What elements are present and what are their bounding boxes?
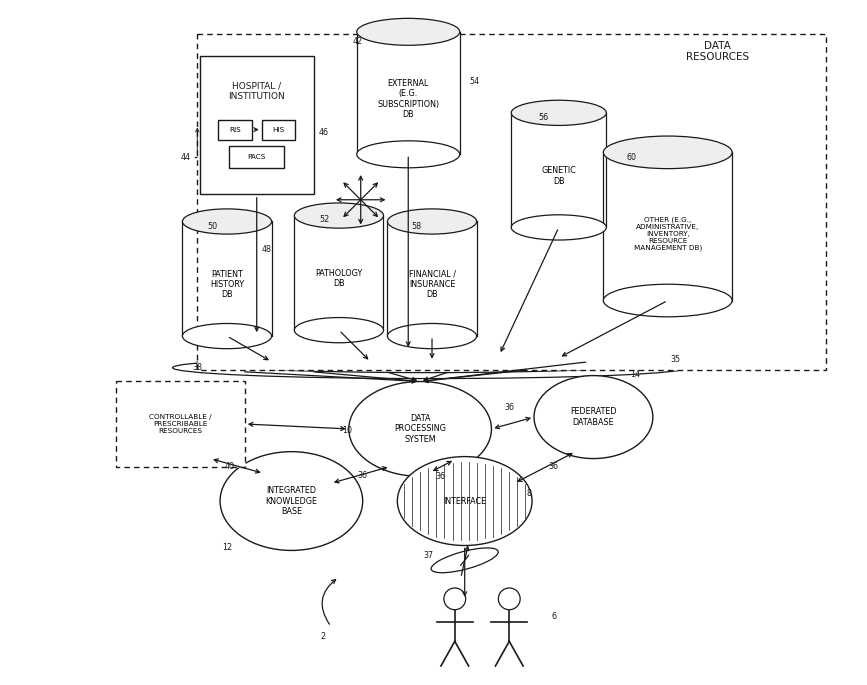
Text: FEDERATED
DATABASE: FEDERATED DATABASE — [570, 408, 616, 427]
Ellipse shape — [173, 357, 688, 379]
Ellipse shape — [431, 548, 499, 573]
FancyBboxPatch shape — [388, 221, 477, 336]
FancyBboxPatch shape — [218, 120, 251, 140]
FancyBboxPatch shape — [182, 221, 271, 336]
Text: EXTERNAL
(E.G.
SUBSCRIPTION)
DB: EXTERNAL (E.G. SUBSCRIPTION) DB — [377, 79, 440, 119]
Ellipse shape — [603, 136, 732, 169]
Ellipse shape — [512, 215, 606, 240]
Text: HOSPITAL /
INSTITUTION: HOSPITAL / INSTITUTION — [228, 82, 285, 101]
Text: INTEGRATED
KNOWLEDGE
BASE: INTEGRATED KNOWLEDGE BASE — [265, 486, 317, 516]
Text: 48: 48 — [262, 245, 271, 253]
Ellipse shape — [198, 351, 662, 373]
Text: 46: 46 — [319, 128, 329, 137]
Ellipse shape — [349, 382, 492, 476]
FancyBboxPatch shape — [356, 32, 460, 154]
Text: 35: 35 — [670, 356, 681, 364]
Ellipse shape — [295, 203, 383, 228]
Ellipse shape — [603, 284, 732, 317]
Ellipse shape — [388, 209, 477, 234]
Ellipse shape — [220, 451, 362, 551]
Text: 37: 37 — [423, 551, 434, 560]
Text: 56: 56 — [539, 113, 549, 122]
Ellipse shape — [534, 375, 653, 458]
Text: OTHER (E.G.,
ADMINISTRATIVE,
INVENTORY,
RESOURCE
MANAGEMENT DB): OTHER (E.G., ADMINISTRATIVE, INVENTORY, … — [634, 216, 702, 251]
Text: 40: 40 — [225, 462, 235, 471]
Ellipse shape — [397, 457, 532, 545]
Text: 14: 14 — [630, 370, 640, 379]
Text: PACS: PACS — [247, 154, 266, 160]
Text: 10: 10 — [342, 426, 352, 436]
Text: 54: 54 — [470, 77, 479, 86]
Text: DATA
RESOURCES: DATA RESOURCES — [686, 41, 749, 62]
FancyBboxPatch shape — [512, 113, 606, 227]
Ellipse shape — [512, 100, 606, 125]
FancyBboxPatch shape — [295, 216, 383, 330]
Ellipse shape — [295, 318, 383, 342]
FancyBboxPatch shape — [116, 381, 244, 467]
Text: 42: 42 — [353, 37, 362, 46]
FancyBboxPatch shape — [230, 147, 284, 168]
FancyBboxPatch shape — [197, 34, 825, 370]
Ellipse shape — [182, 323, 271, 349]
Text: 36: 36 — [549, 462, 559, 471]
Text: 12: 12 — [222, 543, 232, 552]
Text: 36: 36 — [435, 472, 445, 481]
FancyBboxPatch shape — [262, 120, 296, 140]
Text: 36: 36 — [358, 471, 368, 480]
Text: 50: 50 — [207, 222, 218, 231]
Ellipse shape — [182, 209, 271, 234]
Text: 2: 2 — [321, 632, 326, 641]
Ellipse shape — [356, 141, 460, 168]
Text: CONTROLLABLE /
PRESCRIBABLE
RESOURCES: CONTROLLABLE / PRESCRIBABLE RESOURCES — [149, 414, 212, 434]
Text: 8: 8 — [526, 488, 531, 497]
Text: 52: 52 — [319, 215, 329, 224]
Ellipse shape — [388, 323, 477, 349]
Text: 44: 44 — [180, 153, 191, 162]
Text: 58: 58 — [411, 222, 421, 231]
Text: 60: 60 — [626, 153, 636, 162]
Text: HIS: HIS — [272, 127, 284, 133]
Text: INTERFACE: INTERFACE — [443, 497, 486, 506]
Text: RIS: RIS — [229, 127, 241, 133]
Text: 38: 38 — [192, 363, 202, 372]
Text: GENETIC
DB: GENETIC DB — [541, 166, 577, 186]
Text: FINANCIAL /
INSURANCE
DB: FINANCIAL / INSURANCE DB — [408, 270, 455, 299]
Text: DATA
PROCESSING
SYSTEM: DATA PROCESSING SYSTEM — [394, 414, 446, 444]
Text: PATIENT
HISTORY
DB: PATIENT HISTORY DB — [210, 270, 244, 299]
FancyBboxPatch shape — [199, 55, 314, 194]
Text: 6: 6 — [551, 612, 557, 621]
Text: 36: 36 — [505, 403, 514, 412]
FancyBboxPatch shape — [603, 152, 732, 301]
Ellipse shape — [356, 18, 460, 45]
Text: PATHOLOGY
DB: PATHOLOGY DB — [316, 269, 362, 288]
